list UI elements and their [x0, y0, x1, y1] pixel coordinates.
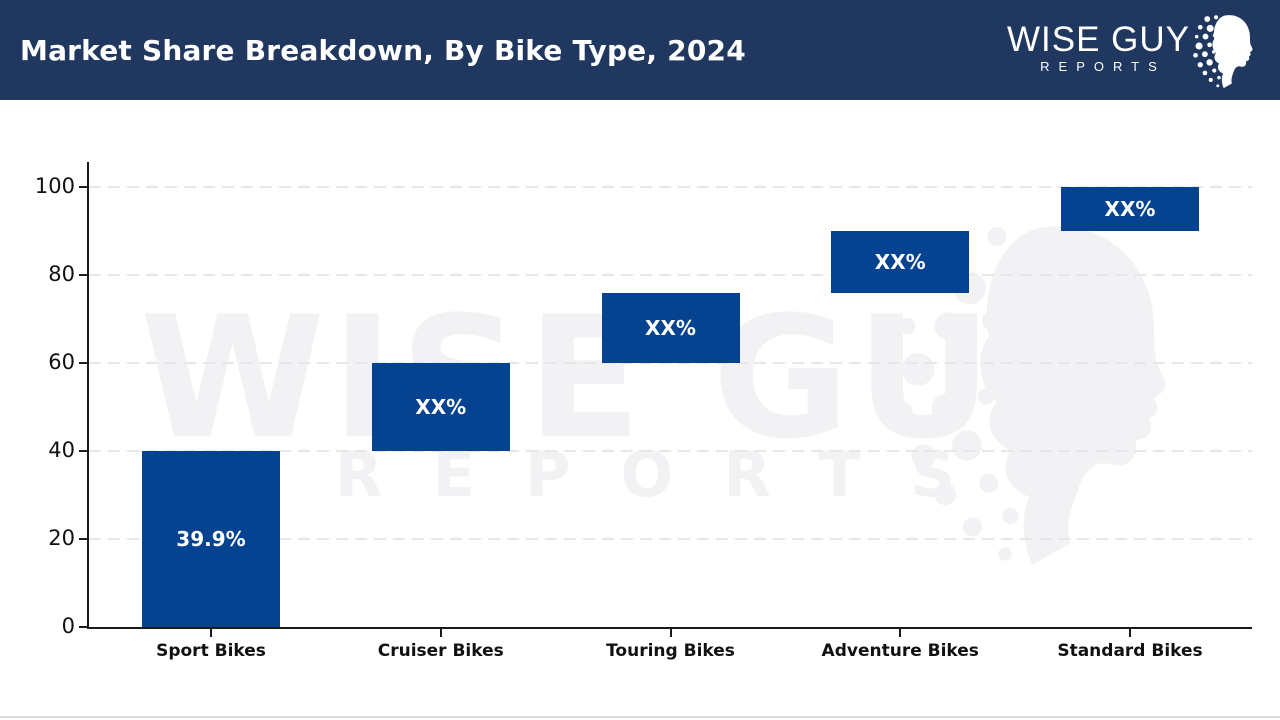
- bottom-divider: [0, 716, 1280, 718]
- y-tick-60: [79, 362, 87, 364]
- gridline-80: [89, 274, 1252, 276]
- bar-value-label: 39.9%: [176, 527, 246, 552]
- category-label-sport-bikes: Sport Bikes: [156, 641, 266, 661]
- category-label-cruiser-bikes: Cruiser Bikes: [377, 641, 504, 661]
- bar-sport-bikes: 39.9%: [142, 451, 280, 627]
- x-tick-1: [210, 629, 212, 637]
- brand-logo: WISE GUY REPORTS: [1007, 6, 1268, 96]
- brand-name: WISE GUY: [1006, 20, 1190, 59]
- bar-value-label: XX%: [1104, 197, 1156, 221]
- x-tick-3: [669, 629, 672, 637]
- gridline-40: [89, 450, 1252, 452]
- y-tick-label-80: 80: [48, 262, 75, 286]
- x-tick-2: [439, 629, 442, 637]
- bar-value-label: XX%: [874, 249, 926, 274]
- category-label-touring-bikes: Touring Bikes: [606, 641, 735, 661]
- x-tick-4: [899, 629, 902, 637]
- y-tick-label-0: 0: [61, 614, 75, 638]
- y-tick-label-100: 100: [34, 174, 75, 198]
- category-label-adventure-bikes: Adventure Bikes: [821, 641, 979, 661]
- page-title: Market Share Breakdown, By Bike Type, 20…: [20, 34, 746, 67]
- y-tick-0: [79, 626, 87, 628]
- bar-value-label: XX%: [415, 395, 467, 420]
- bar-adventure-bikes: XX%: [831, 231, 970, 293]
- x-tick-5: [1129, 629, 1131, 637]
- bar-value-label: XX%: [645, 315, 696, 340]
- y-tick-40: [79, 450, 87, 452]
- gridline-100: [89, 186, 1252, 188]
- y-tick-100: [79, 186, 87, 188]
- brand-subname: REPORTS: [1040, 59, 1166, 74]
- y-tick-80: [79, 274, 87, 276]
- gridline-60: [89, 362, 1252, 364]
- y-tick-label-20: 20: [48, 526, 75, 550]
- y-tick-20: [79, 538, 87, 540]
- header: Market Share Breakdown, By Bike Type, 20…: [0, 0, 1280, 100]
- y-tick-label-60: 60: [48, 350, 75, 374]
- category-label-standard-bikes: Standard Bikes: [1057, 641, 1203, 661]
- brand-text: WISE GUY REPORTS: [1006, 20, 1190, 75]
- bar-standard-bikes: XX%: [1061, 187, 1199, 231]
- bar-touring-bikes: XX%: [601, 292, 740, 363]
- y-axis: [87, 162, 89, 629]
- gridline-20: [89, 538, 1252, 540]
- y-tick-label-40: 40: [48, 438, 75, 462]
- bar-cruiser-bikes: XX%: [371, 363, 510, 452]
- x-axis: [87, 627, 1252, 629]
